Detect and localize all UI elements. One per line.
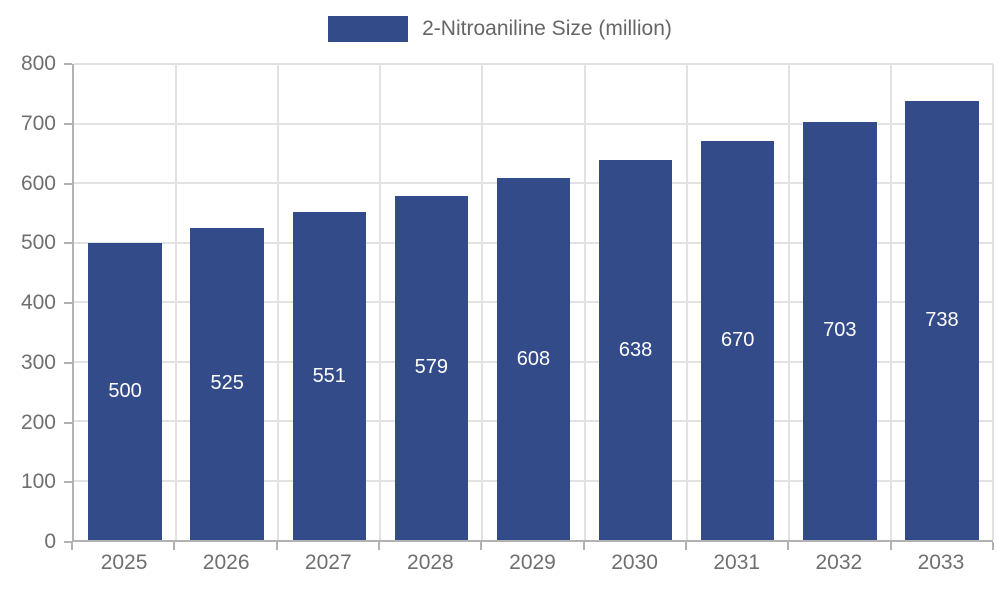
x-tick (992, 542, 994, 550)
x-tick-label: 2029 (509, 551, 556, 574)
x-tick (275, 542, 278, 550)
bar-value-label: 525 (210, 372, 244, 395)
x-tick (377, 542, 380, 550)
y-tick (64, 242, 72, 245)
bar-band: 608 (482, 64, 584, 540)
y-axis-ticks (64, 63, 72, 543)
bar[interactable]: 525 (190, 227, 264, 540)
bar-value-label: 500 (108, 379, 142, 402)
bar-value-label: 738 (925, 308, 959, 331)
x-tick-label: 2028 (407, 551, 454, 574)
v-gridline (583, 64, 586, 540)
v-gridline (175, 64, 178, 540)
bar-band: 500 (74, 64, 176, 540)
y-tick (64, 182, 72, 185)
v-gridline (277, 64, 280, 540)
bar[interactable]: 703 (803, 121, 877, 540)
x-axis-labels: 2025 2026 2027 2028 2029 2030 2031 2032 2033 (73, 551, 992, 579)
legend-label: 2-Nitroaniline Size (million) (422, 17, 672, 40)
bar[interactable]: 500 (88, 242, 162, 540)
y-tick-label: 0 (44, 530, 56, 553)
bar-band: 551 (278, 64, 380, 540)
x-tick (684, 542, 687, 550)
v-gridline (481, 64, 484, 540)
x-tick-label: 2031 (713, 551, 761, 574)
y-tick (64, 361, 72, 364)
y-axis-labels: 0 100 200 300 400 500 600 700 800 (0, 52, 56, 553)
legend-swatch-icon (328, 16, 409, 42)
x-tick (787, 542, 790, 550)
v-gridline (787, 64, 790, 540)
y-tick-label: 700 (20, 111, 56, 135)
y-tick (64, 541, 72, 543)
x-tick (71, 542, 73, 550)
bar-band: 638 (585, 64, 687, 540)
x-tick-label: 2026 (202, 551, 250, 574)
x-tick-label: 2033 (917, 551, 965, 574)
x-tick-label: 2030 (611, 551, 658, 574)
x-tick (582, 542, 585, 550)
bar[interactable]: 670 (700, 141, 775, 540)
x-tick (480, 542, 483, 550)
y-tick-label: 300 (20, 350, 56, 374)
plot-area: 500 525 551 579 608 638 670 703 738 (72, 63, 994, 542)
x-axis-ticks (71, 542, 994, 550)
y-tick-label: 200 (20, 410, 56, 434)
bar-band: 525 (176, 64, 278, 540)
y-tick (64, 481, 72, 484)
bar[interactable]: 738 (905, 100, 979, 540)
bar[interactable]: 638 (598, 160, 673, 540)
x-tick (889, 542, 892, 550)
bar-value-label: 551 (312, 364, 346, 387)
y-tick (64, 421, 72, 424)
bar[interactable]: 608 (496, 178, 571, 540)
bar-band: 579 (380, 64, 482, 540)
bar-value-label: 703 (823, 319, 857, 342)
y-tick-label: 500 (20, 231, 56, 255)
h-gridline (74, 122, 993, 125)
y-tick-label: 400 (20, 291, 56, 314)
y-tick (64, 302, 72, 304)
x-tick (173, 542, 176, 550)
y-tick-label: 800 (20, 52, 56, 75)
y-tick-label: 600 (20, 171, 56, 195)
bar-value-label: 638 (618, 338, 653, 361)
bar-value-label: 608 (516, 347, 551, 370)
legend[interactable]: 2-Nitroaniline Size (million) (0, 14, 1000, 44)
bar-band: 703 (789, 64, 891, 540)
v-gridline (379, 64, 382, 540)
h-gridline (74, 63, 993, 65)
x-tick-label: 2025 (100, 551, 148, 574)
bar-value-label: 670 (721, 329, 755, 352)
bar-band: 670 (687, 64, 789, 540)
v-gridline (685, 64, 688, 540)
y-tick-label: 100 (20, 470, 56, 494)
bar-band: 738 (891, 64, 993, 540)
bar-value-label: 579 (414, 356, 449, 379)
x-tick-label: 2027 (304, 551, 352, 574)
x-tick-label: 2032 (815, 551, 863, 574)
v-gridline (889, 64, 892, 540)
bar[interactable]: 579 (394, 195, 469, 540)
y-tick (64, 63, 72, 65)
y-tick (64, 122, 72, 125)
v-gridline (992, 64, 994, 540)
bar[interactable]: 551 (292, 212, 367, 540)
